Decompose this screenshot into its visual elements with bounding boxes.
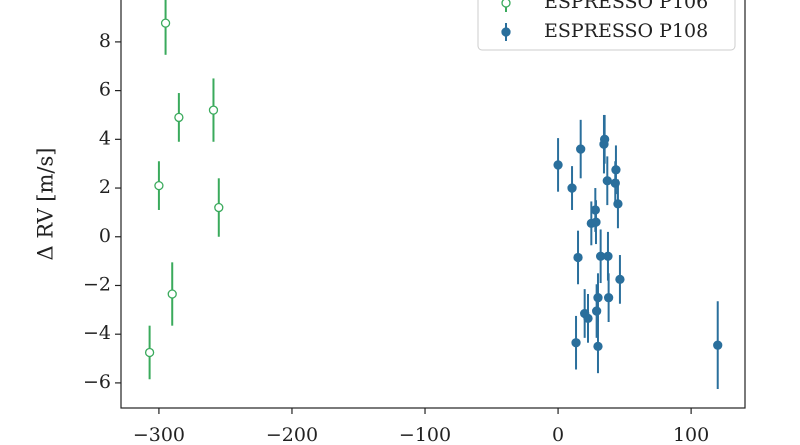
data-point xyxy=(576,144,586,154)
legend-label: ESPRESSO P108 xyxy=(544,20,708,42)
legend-marker xyxy=(501,0,511,8)
legend-label: ESPRESSO P106 xyxy=(544,0,708,13)
data-point xyxy=(599,134,610,144)
x-tick-label: −200 xyxy=(266,424,318,445)
data-point xyxy=(160,18,171,28)
data-point xyxy=(154,180,164,191)
y-axis-label: Δ RV [m/s] xyxy=(34,148,58,261)
y-tick-label: −2 xyxy=(83,273,111,295)
y-tick-label: 0 xyxy=(99,225,111,247)
y-tick-label: 6 xyxy=(99,79,111,101)
data-point xyxy=(144,347,155,358)
data-point xyxy=(567,183,577,193)
y-tick-label: 4 xyxy=(99,127,111,149)
y-tick-label: −6 xyxy=(83,371,111,393)
legend-marker xyxy=(501,27,511,37)
data-point xyxy=(553,160,563,170)
x-tick-label: −300 xyxy=(133,424,185,445)
y-tick-label: −4 xyxy=(83,322,111,344)
data-point xyxy=(592,306,602,316)
data-point xyxy=(593,293,603,303)
data-point xyxy=(573,252,583,263)
data-point xyxy=(571,338,581,348)
plot-frame xyxy=(120,0,746,409)
x-tick-label: 100 xyxy=(673,424,709,445)
data-point xyxy=(214,202,224,213)
data-point xyxy=(603,293,614,303)
y-tick-label: 8 xyxy=(99,30,111,52)
data-point xyxy=(613,199,623,209)
data-point xyxy=(713,340,723,350)
data-point xyxy=(591,217,601,227)
data-point xyxy=(602,176,612,186)
y-tick-label: 10 xyxy=(87,0,111,3)
x-tick-label: −100 xyxy=(399,424,451,445)
data-point xyxy=(208,105,219,115)
data-point xyxy=(603,251,613,261)
data-point xyxy=(167,289,177,299)
data-point xyxy=(615,274,625,285)
data-point xyxy=(583,313,593,324)
x-tick-label: 0 xyxy=(552,424,564,445)
y-tick-label: 2 xyxy=(99,176,111,198)
data-point xyxy=(593,341,603,352)
legend-box xyxy=(477,0,736,51)
data-point xyxy=(174,112,184,123)
